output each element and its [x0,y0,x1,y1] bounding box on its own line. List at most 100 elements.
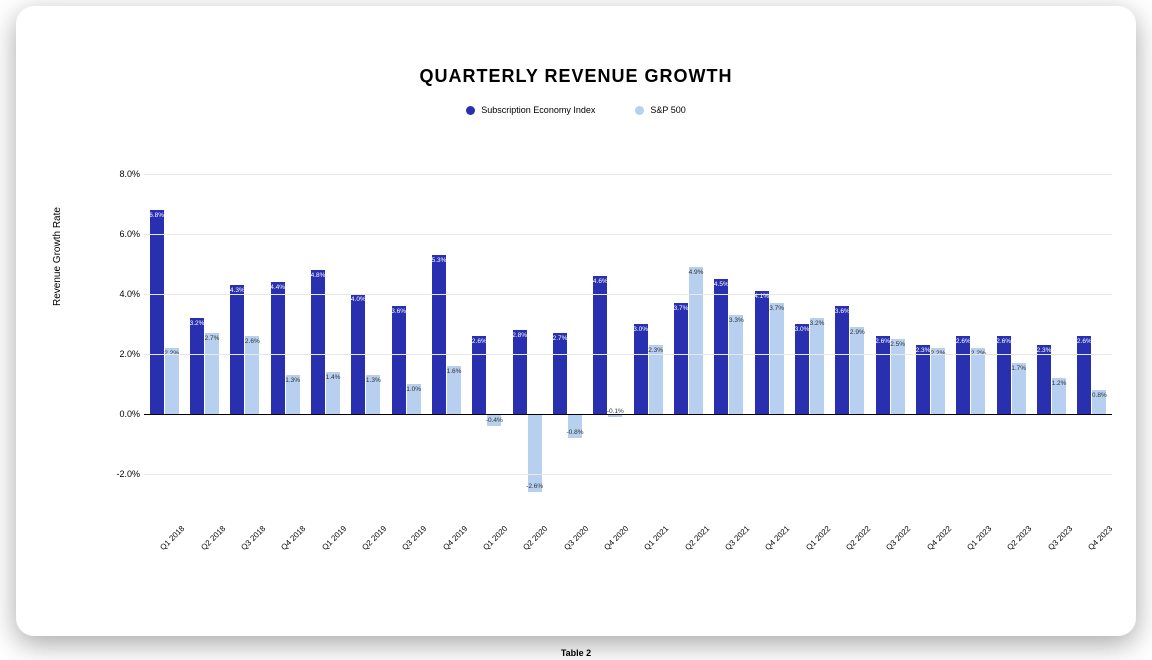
bar-series-a: 6.8% [150,210,164,414]
bar-series-a: 5.3% [432,255,446,414]
zero-gridline [144,414,1112,415]
bar-value-label: 3.6% [832,308,852,315]
bar-series-b: 2.2% [931,348,945,414]
y-tick-label: 6.0% [106,229,140,239]
x-tick-label: Q1 2023 [965,524,993,552]
bar-value-label: 2.6% [1074,338,1094,345]
bar-series-b: 1.3% [366,375,380,414]
legend-label-a: Subscription Economy Index [481,105,595,115]
legend-swatch-b [635,106,644,115]
x-tick-label: Q2 2018 [199,524,227,552]
x-tick-label: Q3 2019 [400,524,428,552]
bar-series-b: 4.9% [689,267,703,414]
bar-value-label: 0.8% [1089,392,1109,399]
bar-series-a: 3.7% [674,303,688,414]
bar-series-a: 3.0% [634,324,648,414]
bar-series-a: 2.6% [956,336,970,414]
bar-value-label: 2.8% [510,332,530,339]
bar-value-label: 4.5% [711,281,731,288]
bar-series-b: -2.6% [528,414,542,492]
legend-item-series-b: S&P 500 [635,105,685,115]
chart-area: 6.8%2.2%3.2%2.7%4.3%2.6%4.4%1.3%4.8%1.4%… [114,174,1112,542]
bar-series-b: 1.7% [1012,363,1026,414]
bar-series-b: 1.0% [407,384,421,414]
bar-value-label: 2.3% [646,347,666,354]
x-tick-label: Q1 2019 [320,524,348,552]
x-tick-label: Q1 2022 [804,524,832,552]
x-tick-label: Q2 2022 [844,524,872,552]
bar-value-label: 1.0% [404,386,424,393]
bar-series-b: 0.8% [1092,390,1106,414]
y-tick-label: 4.0% [106,289,140,299]
bar-series-b: 3.7% [770,303,784,414]
bar-value-label: 4.0% [348,296,368,303]
y-tick-label: 8.0% [106,169,140,179]
bar-value-label: 3.7% [767,305,787,312]
bar-value-label: 1.4% [323,374,343,381]
bar-series-a: 4.8% [311,270,325,414]
bar-value-label: 3.6% [389,308,409,315]
x-tick-label: Q4 2019 [441,524,469,552]
bar-series-b: 2.2% [971,348,985,414]
bar-value-label: 2.3% [1034,347,1054,354]
bar-value-label: 2.9% [847,329,867,336]
chart-legend: Subscription Economy Index S&P 500 [16,105,1136,115]
bar-value-label: -0.8% [565,429,585,436]
gridline [144,354,1112,355]
bar-series-b: 2.9% [850,327,864,414]
bar-value-label: 2.6% [994,338,1014,345]
gridline [144,234,1112,235]
bar-series-a: 3.0% [795,324,809,414]
bar-value-label: 1.6% [444,368,464,375]
x-tick-label: Q1 2020 [481,524,509,552]
plot-area: 6.8%2.2%3.2%2.7%4.3%2.6%4.4%1.3%4.8%1.4%… [144,174,1112,504]
bar-series-b: -0.8% [568,414,582,438]
bar-value-label: 1.3% [363,377,383,384]
gridline [144,294,1112,295]
bar-series-a: 4.4% [271,282,285,414]
x-tick-label: Q3 2023 [1046,524,1074,552]
gridline [144,174,1112,175]
bar-value-label: 2.7% [202,335,222,342]
bar-value-label: 6.8% [147,212,167,219]
bar-value-label: 2.5% [888,341,908,348]
bar-series-b: 3.3% [729,315,743,414]
bar-series-b: 2.3% [649,345,663,414]
bar-value-label: 2.6% [469,338,489,345]
bar-value-label: 3.0% [792,326,812,333]
bar-value-label: 2.6% [953,338,973,345]
bar-series-a: 2.7% [553,333,567,414]
x-axis-labels: Q1 2018Q2 2018Q3 2018Q4 2018Q1 2019Q2 20… [144,510,1112,550]
x-tick-label: Q1 2018 [158,524,186,552]
bar-series-b: 1.4% [326,372,340,414]
x-tick-label: Q4 2023 [1086,524,1114,552]
bar-series-a: 4.3% [230,285,244,414]
bar-value-label: 1.3% [283,377,303,384]
legend-item-series-a: Subscription Economy Index [466,105,595,115]
bar-series-b: -0.4% [487,414,501,426]
bar-series-b: 3.2% [810,318,824,414]
bar-series-a: 3.2% [190,318,204,414]
bar-value-label: 4.6% [590,278,610,285]
bar-series-a: 2.8% [513,330,527,414]
bar-series-b: 2.6% [245,336,259,414]
bar-series-a: 3.6% [835,306,849,414]
x-tick-label: Q3 2022 [884,524,912,552]
bar-value-label: 3.2% [807,320,827,327]
gridline [144,474,1112,475]
x-tick-label: Q3 2020 [562,524,590,552]
x-tick-label: Q2 2023 [1005,524,1033,552]
x-tick-label: Q3 2021 [723,524,751,552]
bar-series-a: 2.6% [472,336,486,414]
x-tick-label: Q4 2022 [925,524,953,552]
x-tick-label: Q2 2020 [521,524,549,552]
bar-value-label: 2.6% [242,338,262,345]
bar-value-label: 5.3% [429,257,449,264]
x-tick-label: Q3 2018 [239,524,267,552]
chart-title: QUARTERLY REVENUE GROWTH [16,66,1136,87]
legend-swatch-a [466,106,475,115]
bar-value-label: 2.7% [550,335,570,342]
bar-series-b: 1.2% [1052,378,1066,414]
bar-series-a: 4.5% [714,279,728,414]
bar-value-label: 1.2% [1049,380,1069,387]
